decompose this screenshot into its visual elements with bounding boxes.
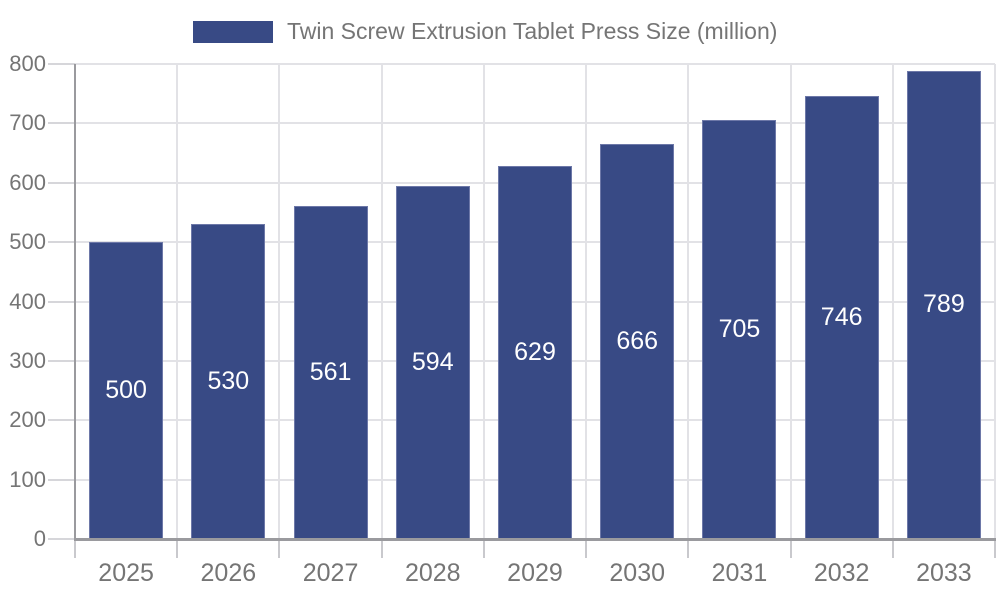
x-tick-label: 2030 [609, 559, 666, 587]
x-gridline [176, 64, 179, 539]
x-gridline [789, 64, 792, 539]
y-tick-label: 400 [9, 288, 46, 314]
bar-value-label: 629 [514, 337, 556, 366]
x-axis-line [74, 538, 996, 541]
y-tick-label: 0 [33, 526, 46, 551]
bar-2027[interactable]: 561 [293, 205, 368, 539]
x-tick-label: 2028 [404, 559, 461, 587]
chart-legend[interactable]: Twin Screw Extrusion Tablet Press Size (… [193, 18, 777, 45]
x-gridline [687, 64, 690, 539]
bar-value-label: 594 [411, 348, 454, 377]
x-tick-mark [278, 539, 281, 558]
bar-value-label: 500 [105, 376, 147, 405]
y-tick-label: 200 [9, 407, 46, 433]
x-tick-mark [687, 539, 690, 558]
bar-2025[interactable]: 500 [89, 242, 164, 539]
y-tick-label: 800 [9, 51, 46, 76]
y-gridline [75, 122, 995, 125]
x-tick-label: 2025 [98, 559, 154, 587]
x-gridline [891, 64, 894, 539]
x-gridline [994, 64, 996, 539]
x-tick-mark [994, 539, 996, 558]
x-gridline [380, 64, 383, 539]
y-axis-line [74, 64, 76, 540]
y-tick-mark [48, 538, 75, 540]
y-tick-mark [48, 419, 75, 422]
y-tick-mark [48, 359, 75, 362]
x-tick-label: 2029 [507, 559, 563, 587]
bar-2032[interactable]: 746 [804, 96, 879, 539]
x-gridline [482, 64, 485, 539]
y-tick-label: 600 [9, 169, 46, 195]
y-tick-mark [48, 478, 75, 481]
bar-value-label: 530 [207, 367, 250, 396]
y-tick-mark [48, 300, 75, 303]
y-tick-label: 500 [9, 229, 46, 255]
x-tick-mark [585, 539, 588, 558]
y-tick-label: 700 [9, 110, 46, 136]
x-tick-mark [176, 539, 179, 558]
x-tick-mark [789, 539, 792, 558]
legend-label: Twin Screw Extrusion Tablet Press Size (… [287, 18, 778, 44]
bar-value-label: 746 [820, 303, 863, 332]
bar-value-label: 666 [616, 326, 659, 355]
x-tick-label: 2031 [711, 559, 768, 587]
x-tick-label: 2032 [813, 559, 870, 587]
x-tick-label: 2027 [302, 559, 359, 587]
bar-2030[interactable]: 666 [600, 143, 675, 539]
legend-swatch-icon [193, 20, 273, 43]
x-tick-mark [380, 539, 383, 558]
x-tick-mark [482, 539, 485, 558]
bar-2029[interactable]: 629 [498, 165, 572, 539]
bar-value-label: 789 [923, 290, 965, 319]
x-tick-mark [891, 539, 894, 558]
y-tick-mark [48, 181, 75, 184]
bar-value-label: 705 [718, 315, 761, 344]
y-tick-label: 300 [9, 347, 46, 373]
x-tick-label: 2033 [916, 559, 972, 587]
y-tick-label: 100 [9, 466, 46, 492]
y-gridline [75, 63, 995, 65]
x-tick-label: 2026 [200, 559, 257, 587]
y-tick-mark [48, 241, 75, 244]
x-gridline [278, 64, 281, 539]
bar-2028[interactable]: 594 [395, 186, 470, 539]
y-tick-mark [48, 122, 75, 125]
y-tick-mark [48, 63, 75, 65]
bar-2026[interactable]: 530 [191, 224, 266, 539]
bar-2031[interactable]: 705 [702, 120, 777, 539]
x-tick-mark [74, 539, 76, 558]
bar-2033[interactable]: 789 [906, 70, 981, 539]
x-gridline [585, 64, 588, 539]
bar-value-label: 561 [309, 357, 352, 386]
